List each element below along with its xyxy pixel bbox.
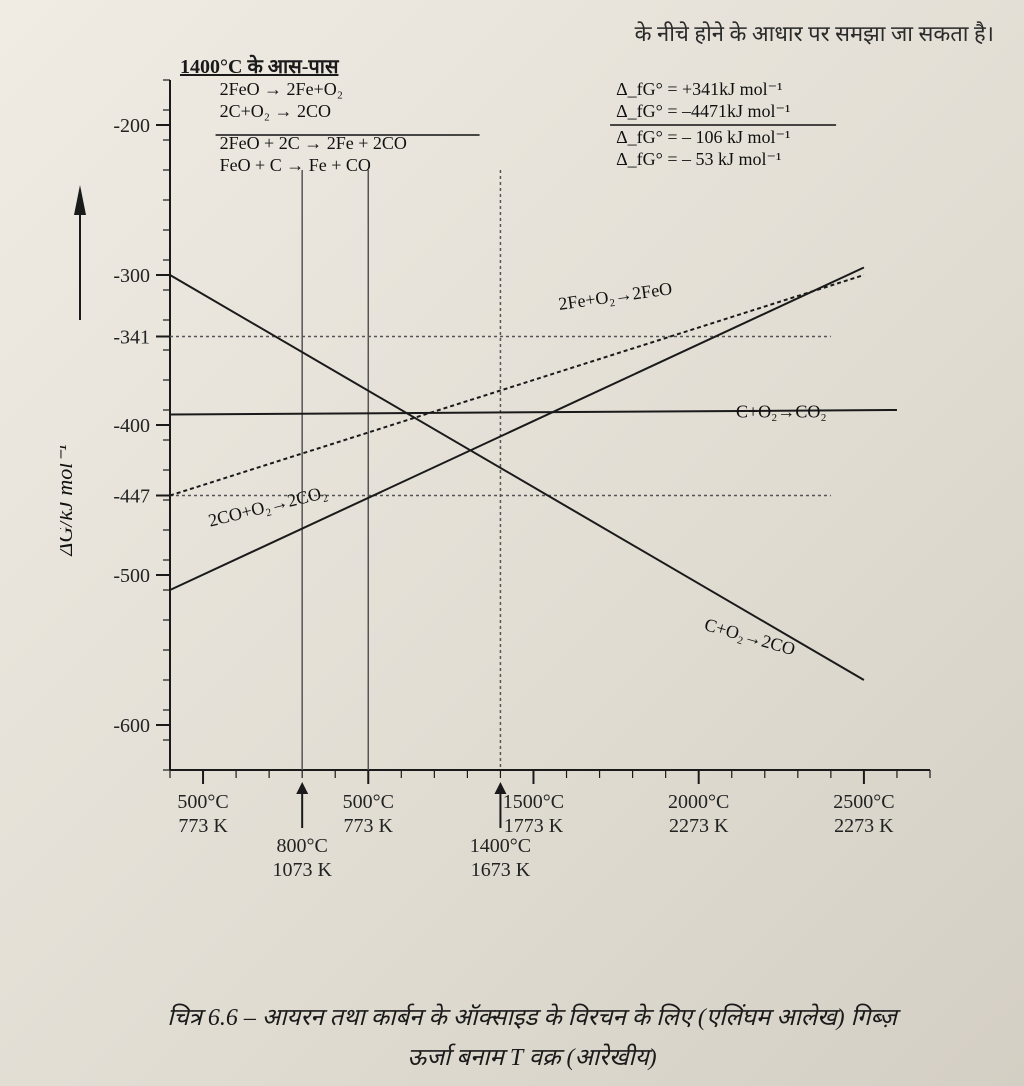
svg-text:-300: -300 — [113, 265, 150, 287]
svg-text:1073 K: 1073 K — [272, 859, 332, 881]
svg-text:2FeO + 2C → 2Fe + 2CO: 2FeO + 2C → 2Fe + 2CO — [220, 133, 407, 153]
svg-text:C+O₂→2CO: C+O₂→2CO — [702, 614, 797, 659]
svg-text:800°C: 800°C — [277, 835, 328, 857]
svg-text:1500°C: 1500°C — [503, 791, 564, 813]
svg-text:2C+O₂ → 2CO: 2C+O₂ → 2CO — [220, 101, 331, 121]
svg-text:FeO + C → Fe + CO: FeO + C → Fe + CO — [220, 155, 371, 175]
svg-text:2Fe+O₂→2FeO: 2Fe+O₂→2FeO — [557, 278, 673, 314]
caption-line-1: चित्र 6.6 – आयरन तथा कार्बन के ऑक्साइड क… — [167, 1005, 897, 1031]
page-header-text: के नीचे होने के आधार पर समझा जा सकता है। — [635, 18, 994, 48]
svg-text:2273 K: 2273 K — [834, 815, 894, 837]
svg-text:2000°C: 2000°C — [668, 791, 729, 813]
svg-text:Δ_fG° = – 106 kJ mol⁻¹: Δ_fG° = – 106 kJ mol⁻¹ — [616, 127, 790, 147]
caption-line-2: ऊर्जा बनाम T वक्र (आरेखीय) — [80, 1040, 984, 1076]
svg-text:-600: -600 — [113, 715, 150, 737]
svg-text:Δ_fG° = – 53 kJ mol⁻¹: Δ_fG° = – 53 kJ mol⁻¹ — [616, 149, 781, 169]
svg-text:2FeO → 2Fe+O₂: 2FeO → 2Fe+O₂ — [220, 79, 343, 99]
svg-text:-500: -500 — [113, 565, 150, 587]
svg-text:1673 K: 1673 K — [471, 859, 531, 881]
svg-text:-400: -400 — [113, 415, 150, 437]
svg-text:-341: -341 — [113, 327, 150, 349]
svg-text:1400°C: 1400°C — [470, 835, 531, 857]
svg-text:Δ_fG° = –4471kJ mol⁻¹: Δ_fG° = –4471kJ mol⁻¹ — [616, 101, 790, 121]
svg-text:तापमान: तापमान — [337, 886, 403, 890]
svg-text:2CO+O₂→2CO₂: 2CO+O₂→2CO₂ — [206, 482, 329, 531]
svg-text:500°C: 500°C — [343, 791, 394, 813]
svg-text:C+O₂→CO₂: C+O₂→CO₂ — [736, 402, 827, 422]
svg-text:Δ_fG° = +341kJ mol⁻¹: Δ_fG° = +341kJ mol⁻¹ — [616, 79, 782, 99]
svg-text:2273 K: 2273 K — [669, 815, 729, 837]
svg-text:773 K: 773 K — [178, 815, 228, 837]
svg-text:ΔG/kJ mol⁻¹: ΔG/kJ mol⁻¹ — [60, 444, 77, 556]
svg-text:-447: -447 — [113, 486, 150, 508]
svg-text:1773 K: 1773 K — [504, 815, 564, 837]
svg-text:773 K: 773 K — [344, 815, 394, 837]
ellingham-chart: -200-300-400-500-600-341-447500°C773 K50… — [60, 70, 960, 890]
figure-caption: चित्र 6.6 – आयरन तथा कार्बन के ऑक्साइड क… — [80, 1000, 984, 1076]
svg-text:2500°C: 2500°C — [833, 791, 894, 813]
svg-text:500°C: 500°C — [177, 791, 228, 813]
svg-text:-200: -200 — [113, 115, 150, 137]
